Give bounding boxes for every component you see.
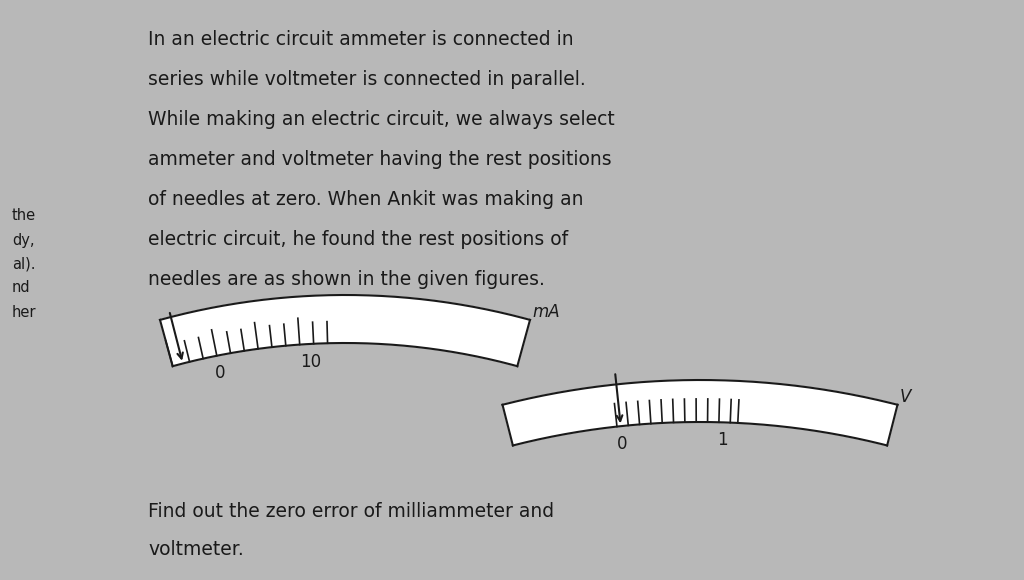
Text: 1: 1: [717, 432, 727, 450]
Text: 0: 0: [215, 364, 225, 382]
Text: voltmeter.: voltmeter.: [148, 540, 244, 559]
Text: al).: al).: [12, 256, 36, 271]
Text: her: her: [12, 304, 37, 320]
Text: 0: 0: [617, 435, 628, 453]
Text: 10: 10: [300, 353, 322, 371]
Text: dy,: dy,: [12, 233, 35, 248]
Text: of needles at zero. When Ankit was making an: of needles at zero. When Ankit was makin…: [148, 190, 584, 209]
Text: series while voltmeter is connected in parallel.: series while voltmeter is connected in p…: [148, 70, 586, 89]
Text: needles are as shown in the given figures.: needles are as shown in the given figure…: [148, 270, 545, 289]
Text: While making an electric circuit, we always select: While making an electric circuit, we alw…: [148, 110, 614, 129]
Text: Find out the zero error of milliammeter and: Find out the zero error of milliammeter …: [148, 502, 554, 521]
Polygon shape: [503, 380, 897, 445]
Text: nd: nd: [12, 281, 31, 295]
Text: the: the: [12, 208, 36, 223]
Text: In an electric circuit ammeter is connected in: In an electric circuit ammeter is connec…: [148, 30, 573, 49]
Polygon shape: [160, 295, 530, 366]
Text: electric circuit, he found the rest positions of: electric circuit, he found the rest posi…: [148, 230, 568, 249]
Text: V: V: [899, 388, 911, 406]
Text: mA: mA: [532, 303, 560, 321]
Text: ammeter and voltmeter having the rest positions: ammeter and voltmeter having the rest po…: [148, 150, 611, 169]
